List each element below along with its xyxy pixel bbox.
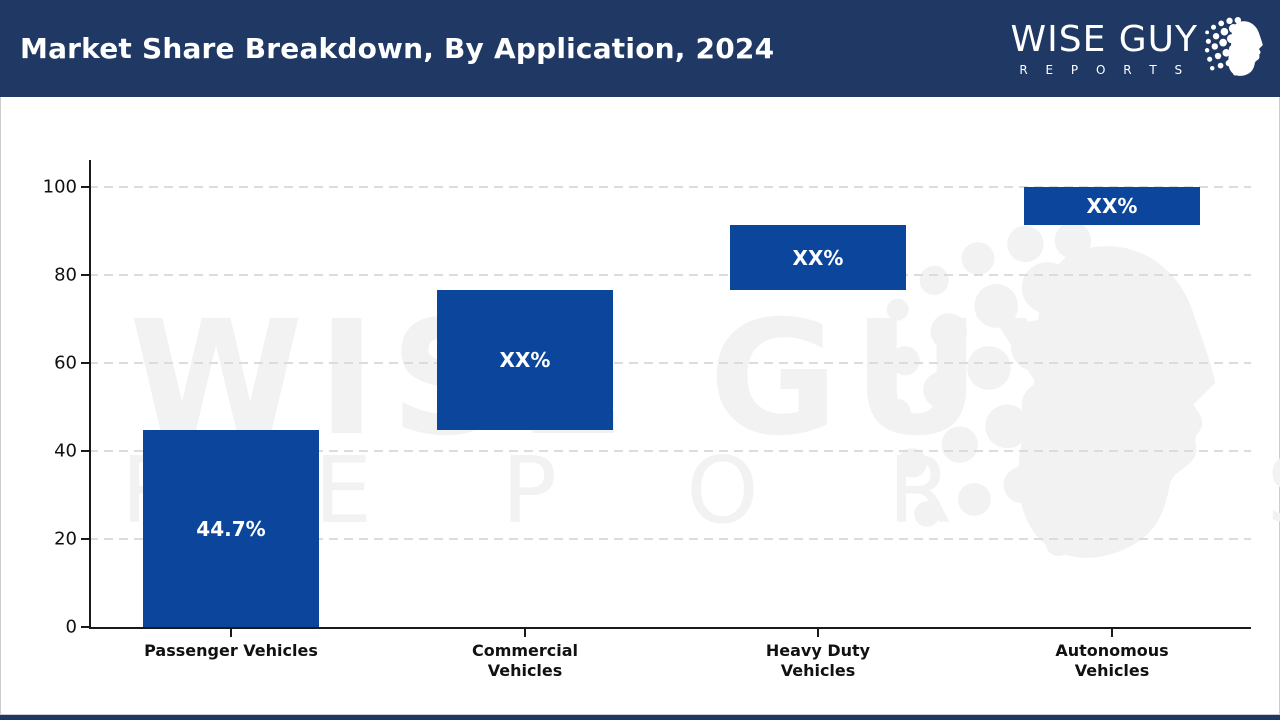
y-tick-label: 40 <box>54 440 77 462</box>
company-logo: WISE GUY R E P O R T S <box>1011 11 1267 87</box>
chart-title: Market Share Breakdown, By Application, … <box>20 32 775 65</box>
gridline <box>89 450 1251 452</box>
x-tick-mark <box>817 629 819 637</box>
logo-wordmark-block: WISE GUY R E P O R T S <box>1010 18 1199 77</box>
x-tick-mark <box>1111 629 1113 637</box>
y-tick-mark <box>81 186 89 188</box>
gridline <box>89 362 1251 364</box>
face-dots-icon <box>1202 11 1266 87</box>
x-tick-label: Heavy Duty Vehicles <box>765 641 871 680</box>
y-tick-mark <box>81 538 89 540</box>
y-tick-label: 100 <box>42 176 77 198</box>
header-bar: Market Share Breakdown, By Application, … <box>0 0 1280 97</box>
watermark-face-icon <box>861 222 1241 587</box>
y-tick-mark <box>81 362 89 364</box>
y-tick-mark <box>81 450 89 452</box>
bar-segment: XX% <box>730 225 906 291</box>
x-axis <box>89 627 1251 629</box>
bar-segment: 44.7% <box>143 430 319 627</box>
bar-value-label: XX% <box>499 348 551 373</box>
x-tick-mark <box>524 629 526 637</box>
bar-segment: XX% <box>1024 187 1200 226</box>
x-tick-label: Passenger Vehicles <box>144 641 318 660</box>
bar-value-label: XX% <box>1086 194 1138 219</box>
gridline <box>89 274 1251 276</box>
gridline <box>89 186 1251 188</box>
logo-subtext: R E P O R T S <box>1019 62 1190 77</box>
y-tick-label: 60 <box>54 352 77 374</box>
chart-area: WISE GUY R E P O R T S 0 20 40 60 80 100 44.7%… <box>0 97 1280 715</box>
footer-bar <box>0 715 1280 720</box>
x-tick-label: Commercial Vehicles <box>471 641 579 680</box>
gridline <box>89 538 1251 540</box>
bar-value-label: XX% <box>792 245 844 270</box>
logo-wordmark: WISE GUY <box>1010 18 1198 60</box>
x-tick-label: Autonomous Vehicles <box>1055 641 1169 680</box>
y-tick-mark <box>81 626 89 628</box>
x-tick-mark <box>230 629 232 637</box>
y-axis <box>89 160 91 629</box>
bar-segment: XX% <box>437 290 613 431</box>
y-tick-mark <box>81 274 89 276</box>
bar-value-label: 44.7% <box>196 516 266 541</box>
y-tick-label: 80 <box>54 264 77 286</box>
y-tick-label: 0 <box>65 616 77 638</box>
y-tick-label: 20 <box>54 528 77 550</box>
